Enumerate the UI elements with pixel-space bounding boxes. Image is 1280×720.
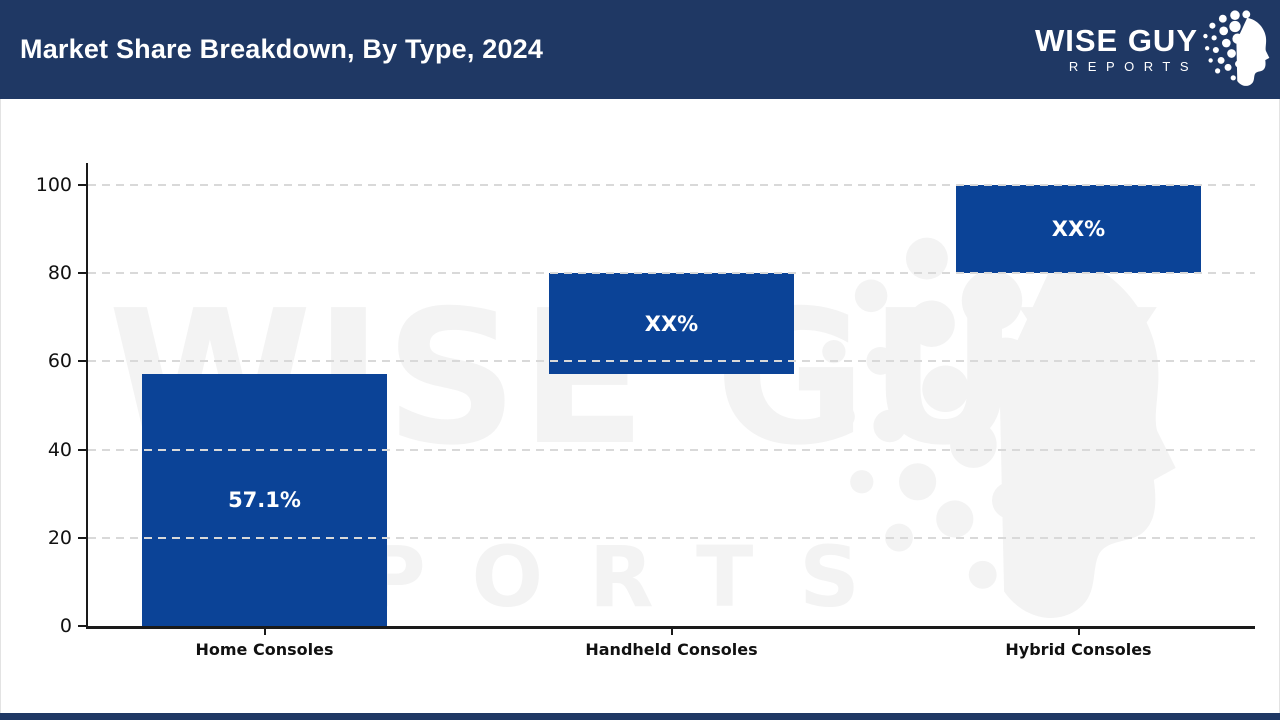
x-tick-1 [670,627,673,635]
y-tick-label-20: 20 [47,526,72,549]
x-tick-2 [1077,627,1080,635]
y-tick-20 [78,536,86,539]
y-tick-label-100: 100 [35,174,72,197]
grid-line-40 [88,448,1255,451]
bar-value-label: XX% [644,311,699,336]
watermark-head-icon [822,214,1176,618]
logo-brand-text: WISE GUY [1034,23,1198,58]
grid-line-60 [88,360,1255,363]
page-title: Market Share Breakdown, By Type, 2024 [20,34,544,64]
y-tick-40 [78,448,86,451]
y-tick-label-80: 80 [47,262,72,285]
header-bar: Market Share Breakdown, By Type, 2024 WI… [0,0,1280,99]
wiseguy-logo: WISE GUY REPORTS [1035,9,1270,90]
y-tick-label-0: 0 [59,615,72,637]
y-tick-label-60: 60 [47,350,72,373]
grid-line-20 [88,536,1255,539]
bar-hybrid-consoles: XX% [956,185,1201,274]
y-tick-80 [78,272,86,275]
y-tick-100 [78,184,86,187]
grid-line-100 [88,184,1255,187]
x-category-label: Home Consoles [195,640,334,659]
grid-line-80 [88,272,1255,275]
y-tick-0 [78,625,86,627]
logo-sub-text: REPORTS [1068,59,1198,74]
footer-bar [0,713,1280,720]
x-category-label: Handheld Consoles [585,640,758,659]
bar-value-label: 57.1% [228,488,301,513]
wiseguy-head-icon [1203,9,1270,86]
bar-value-label: XX% [1051,217,1106,242]
y-tick-60 [78,360,86,363]
x-tick-0 [263,627,266,635]
y-axis-line [86,163,88,628]
bar-handheld-consoles: XX% [549,273,794,375]
bar-home-consoles: 57.1% [142,374,387,626]
y-tick-label-40: 40 [47,438,72,461]
x-category-label: Hybrid Consoles [1005,640,1152,659]
logo-text: WISE GUY REPORTS [1035,25,1198,74]
